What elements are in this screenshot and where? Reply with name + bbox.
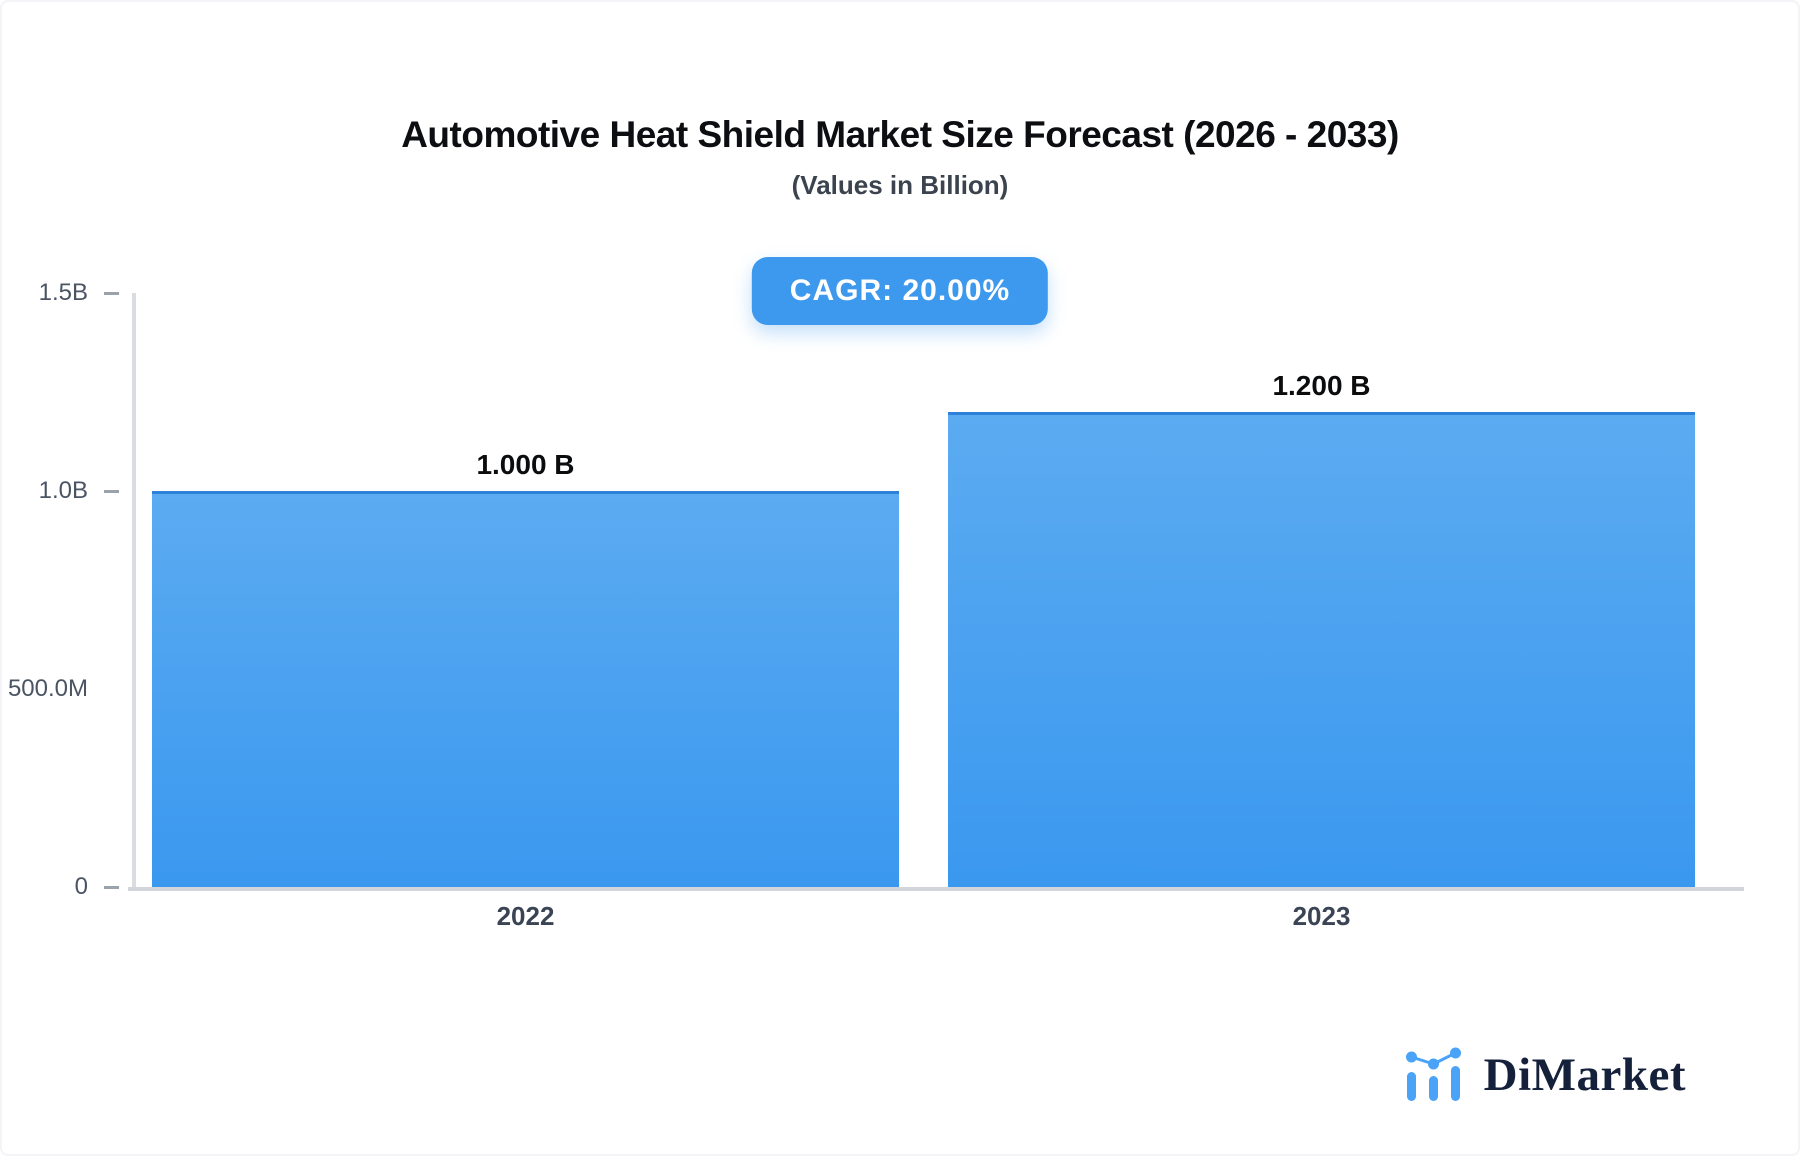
cagr-badge: CAGR: 20.00% bbox=[751, 257, 1049, 325]
brand-logo: DiMarket bbox=[1404, 1046, 1686, 1104]
bar-2023 bbox=[948, 411, 1695, 887]
y-axis-label: 500.0M bbox=[7, 675, 88, 702]
plot-area: 1.5B 1.0B 500.0M 0 1.000 B 2022 1.200 B 2023 bbox=[8, 279, 1744, 931]
x-axis-line bbox=[128, 887, 1744, 891]
bar-value-label: 1.000 B bbox=[476, 449, 575, 480]
y-axis-label: 1.5B bbox=[38, 279, 88, 306]
bar-value-label: 1.200 B bbox=[1272, 369, 1371, 401]
y-axis-label: 1.0B bbox=[38, 477, 88, 504]
chart-title: Automotive Heat Shield Market Size Forec… bbox=[401, 114, 1399, 155]
x-axis-label: 2023 bbox=[1292, 901, 1351, 931]
dimarket-logo-icon bbox=[1405, 1047, 1461, 1101]
chart-subtitle: (Values in Billion) bbox=[791, 170, 1009, 200]
x-axis-label: 2022 bbox=[496, 901, 555, 931]
y-axis-tick-mark bbox=[104, 291, 119, 295]
brand-name: DiMarket bbox=[1483, 1049, 1686, 1101]
y-axis-label: 0 bbox=[74, 873, 88, 900]
y-axis-line bbox=[132, 293, 136, 891]
y-axis-tick-mark bbox=[104, 489, 119, 493]
bar-2022 bbox=[152, 491, 899, 887]
y-axis-tick-mark bbox=[104, 885, 119, 889]
